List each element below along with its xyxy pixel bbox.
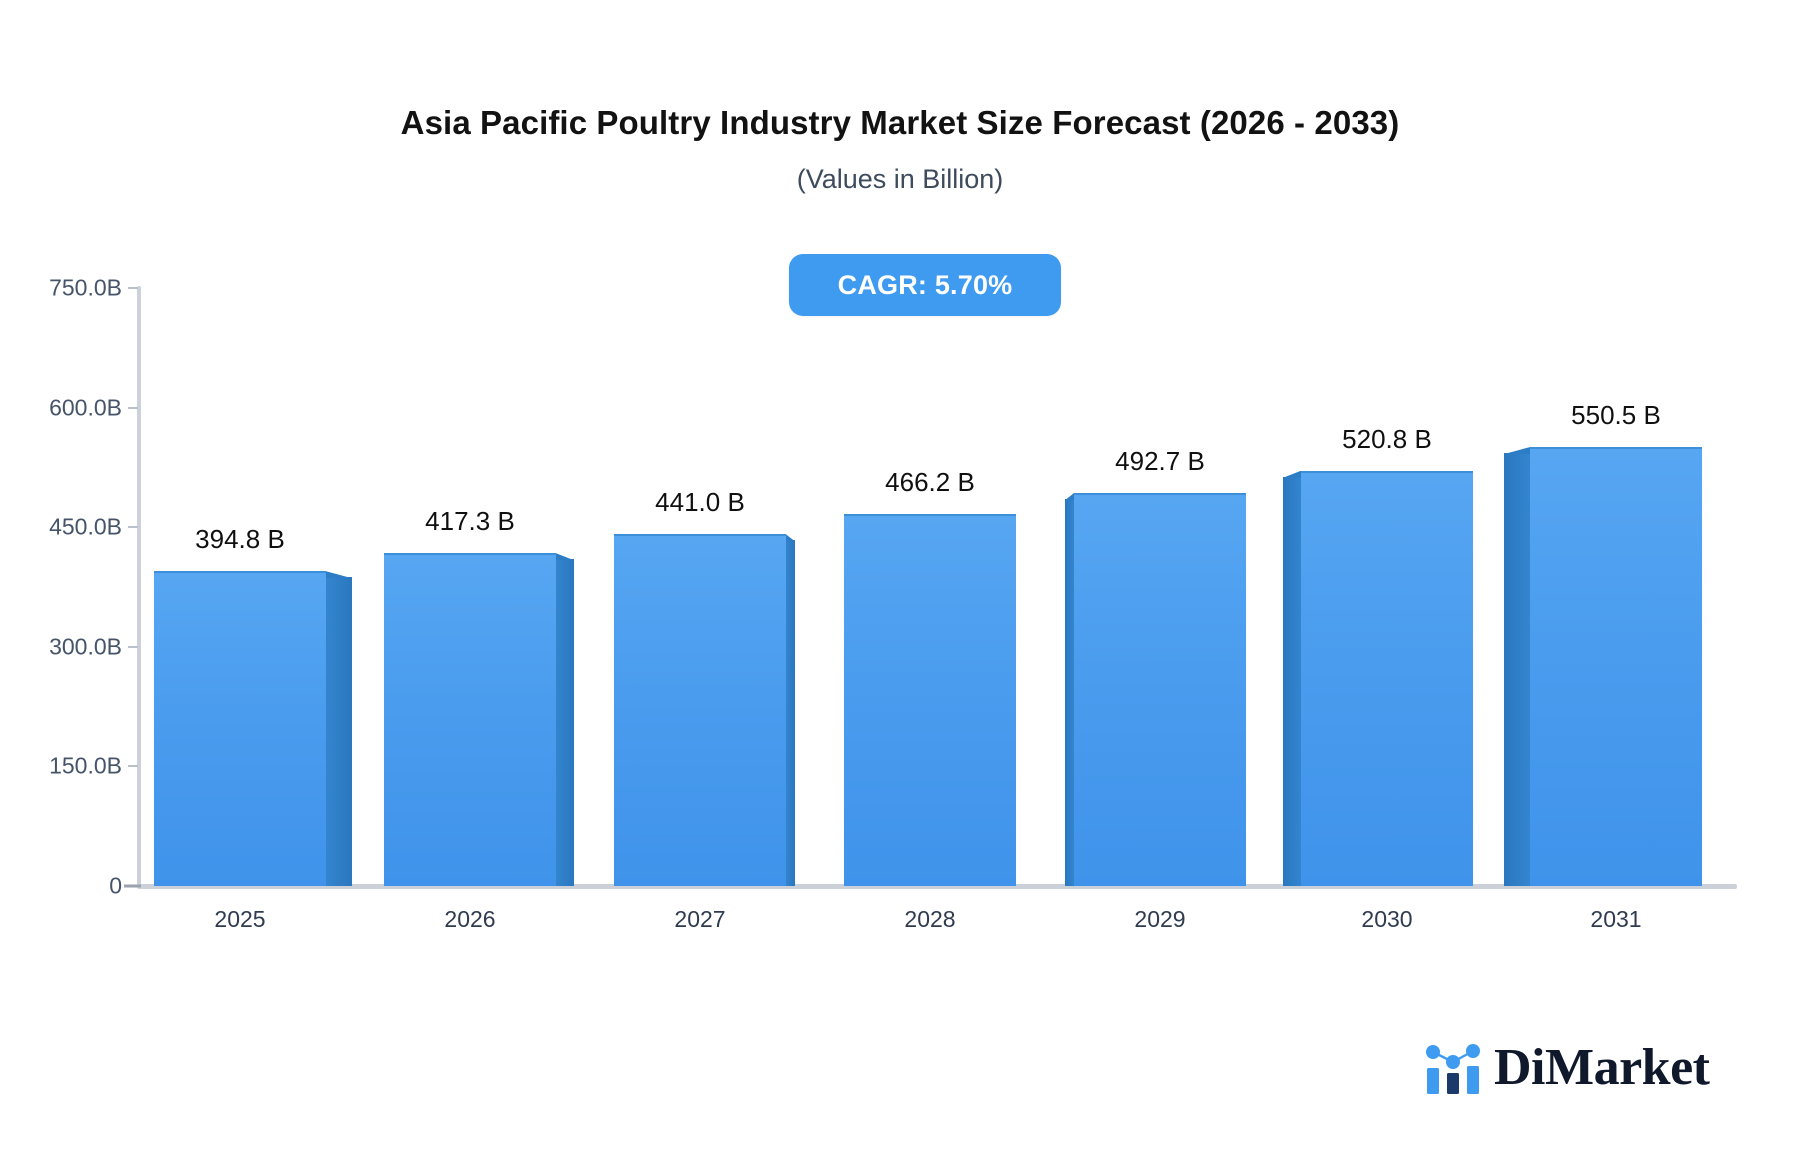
bar-value-label: 394.8 B	[195, 524, 285, 555]
bar-top-face	[556, 553, 574, 561]
bar-top-face	[326, 571, 352, 579]
bar-front-face	[844, 514, 1016, 886]
bar-chart-logo-icon	[1426, 1044, 1480, 1094]
y-axis-tick-label: 150.0B	[49, 752, 122, 779]
bar-side-face	[786, 540, 795, 886]
bar[interactable]	[844, 514, 1016, 886]
bar-front-face	[154, 571, 326, 886]
bar-front-face	[614, 534, 786, 886]
bar-side-face	[1504, 453, 1530, 886]
bar-front-face	[1074, 493, 1246, 886]
y-axis-tick-label: 600.0B	[49, 394, 122, 421]
y-axis-tick-mark	[128, 406, 138, 409]
x-axis-tick-label: 2026	[444, 906, 496, 932]
bar-top-face	[1504, 447, 1530, 455]
bar-front-face	[384, 553, 556, 886]
y-axis-tick-label: 0	[109, 872, 122, 899]
bar[interactable]	[384, 553, 574, 886]
logo-text: DiMarket	[1494, 1039, 1710, 1096]
y-axis-tick-label: 750.0B	[49, 274, 122, 301]
y-axis-tick-mark	[128, 645, 138, 648]
y-axis-tick-mark	[124, 884, 141, 888]
bar-front-face	[1530, 447, 1702, 886]
chart-title: Asia Pacific Poultry Industry Market Siz…	[400, 104, 1400, 141]
bar-top-face	[786, 534, 795, 542]
bar-side-face	[1283, 476, 1301, 886]
bar-side-face	[1065, 499, 1074, 886]
y-axis-tick-mark	[128, 526, 138, 529]
dimarket-logo: DiMarket	[1424, 1039, 1710, 1096]
chart-subtitle: (Values in Billion)	[796, 164, 1004, 194]
bar-side-face	[556, 559, 574, 886]
bar-value-label: 441.0 B	[655, 487, 745, 518]
y-axis-line	[137, 286, 141, 886]
x-axis-tick-label: 2031	[1590, 906, 1642, 932]
y-axis-tick-mark	[128, 765, 138, 768]
bar-front-face	[1301, 470, 1473, 886]
bar[interactable]	[614, 534, 795, 886]
bar[interactable]	[1504, 447, 1702, 886]
bar[interactable]	[1065, 493, 1246, 886]
y-axis-tick-mark	[128, 287, 138, 289]
x-axis-tick-label: 2027	[674, 906, 726, 932]
x-axis-tick-label: 2028	[904, 906, 956, 932]
cagr-badge: CAGR: 5.70%	[789, 254, 1061, 316]
bar-top-face	[1283, 470, 1301, 478]
bar[interactable]	[1283, 470, 1473, 886]
bar-value-label: 417.3 B	[425, 506, 515, 537]
bar-value-label: 550.5 B	[1571, 400, 1661, 431]
x-axis-tick-label: 2030	[1361, 906, 1413, 932]
x-axis-tick-label: 2025	[214, 906, 266, 932]
x-axis-tick-label: 2029	[1134, 906, 1186, 932]
y-axis-tick-label: 300.0B	[49, 633, 122, 660]
x-axis-line	[137, 884, 1737, 889]
bar-side-face	[326, 577, 352, 886]
y-axis-tick-label: 450.0B	[49, 513, 122, 540]
bar[interactable]	[154, 571, 352, 886]
bar-value-label: 492.7 B	[1115, 446, 1205, 477]
bar-top-face	[1065, 493, 1074, 501]
bar-value-label: 466.2 B	[885, 467, 975, 498]
bar-value-label: 520.8 B	[1342, 423, 1432, 454]
